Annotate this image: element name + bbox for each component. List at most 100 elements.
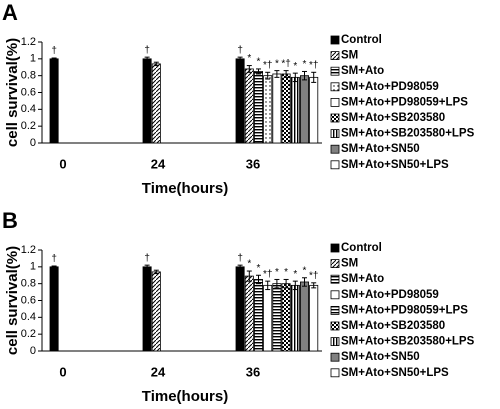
error-bar [246,270,252,282]
legend-swatch [330,144,340,154]
y-axis-label: cell survival(%) [4,38,21,147]
error-bar [153,269,159,275]
significance-mark: *† [263,269,272,280]
legend-label: Control [341,242,382,254]
bar [49,266,59,352]
bar [151,63,161,144]
error-bar [237,56,243,62]
y-tick-label: 0.2 [21,120,36,132]
legend-swatch [330,274,340,284]
legend-swatch [330,368,340,378]
legend-swatch [330,352,340,362]
significance-mark: † [237,45,243,56]
x-tick-label: 24 [151,156,166,171]
bar [235,266,245,352]
error-bar [144,56,150,62]
bar [253,71,263,144]
error-bar [256,68,261,75]
legend-swatch [330,290,340,300]
significance-mark: * [275,267,279,278]
bar [244,275,254,352]
legend-swatch [330,337,340,347]
significance-mark: * [247,53,251,64]
legend-label: SM+Ato+SB203580+LPS [341,336,475,348]
bar [290,76,300,144]
significance-mark: * [247,259,251,270]
bar [309,284,319,352]
legend-label: Control [341,34,382,46]
significance-mark: † [51,254,57,265]
bar [299,75,309,144]
legend-label: SM+Ato [341,65,384,77]
legend-swatch [330,305,340,315]
bar [272,283,282,352]
x-axis-label: Time(hours) [142,388,228,405]
bar [49,58,59,144]
significance-mark: † [144,253,150,264]
error-bar [302,277,307,287]
legend-label: SM [341,50,358,62]
y-tick-label: 0.6 [21,86,36,98]
significance-mark: * [303,265,307,276]
bar [142,58,152,144]
legend-swatch [330,160,340,170]
error-bar [256,274,261,285]
bar [290,284,300,352]
legend-swatch [330,82,340,92]
error-bar [283,70,289,78]
y-tick-label: 0.6 [21,294,36,306]
bar [263,284,273,352]
x-tick-label: 24 [151,364,166,379]
bar [309,76,319,144]
error-bar [237,264,243,270]
legend-label: SM+Ato+PD98059 [341,289,439,301]
error-bar [302,70,307,81]
significance-mark: * [257,263,261,274]
error-bar [311,71,317,83]
error-bar [51,57,57,61]
error-bar [144,264,150,270]
x-tick-label: 0 [59,364,66,379]
error-bar [283,278,289,289]
y-tick-label: 0.4 [21,311,36,323]
bar [244,68,254,144]
significance-mark: *† [309,270,318,281]
error-bar [246,65,252,73]
legend-swatch [330,321,340,331]
significance-mark: * [275,58,279,69]
panel-letter: B [2,208,18,233]
x-axis-label: Time(hours) [142,180,228,197]
legend-swatch [330,98,340,107]
y-axis-label: cell survival(%) [4,246,21,355]
legend-swatch [330,113,340,123]
legend-swatch [330,129,340,139]
significance-mark: *† [309,60,318,71]
bar [235,58,245,144]
legend-label: SM+Ato+PD98059+LPS [341,304,468,316]
y-tick-label: 0.8 [21,278,36,290]
error-bar [311,282,317,289]
x-tick-label: 0 [59,156,66,171]
y-tick-label: 1.2 [21,244,36,256]
legend-label: SM+Ato+SN50 [341,351,420,363]
y-tick-label: 0 [30,345,36,357]
error-bar [274,278,280,289]
bar [272,73,282,144]
legend-label: SM+Ato+PD98059 [341,81,439,93]
error-bar [292,72,298,83]
bar [253,279,263,352]
legend-label: SM+Ato+SN50+LPS [341,159,449,171]
y-tick-label: 1 [30,261,36,273]
panel-letter: A [2,0,18,25]
error-bar [265,280,271,291]
significance-mark: † [237,253,243,264]
legend-swatch [330,51,340,60]
error-bar [274,70,280,78]
legend-swatch [330,243,340,253]
y-tick-label: 0.8 [21,70,36,82]
significance-mark: † [51,46,57,57]
legend-label: SM+Ato+SB203580 [341,112,445,124]
